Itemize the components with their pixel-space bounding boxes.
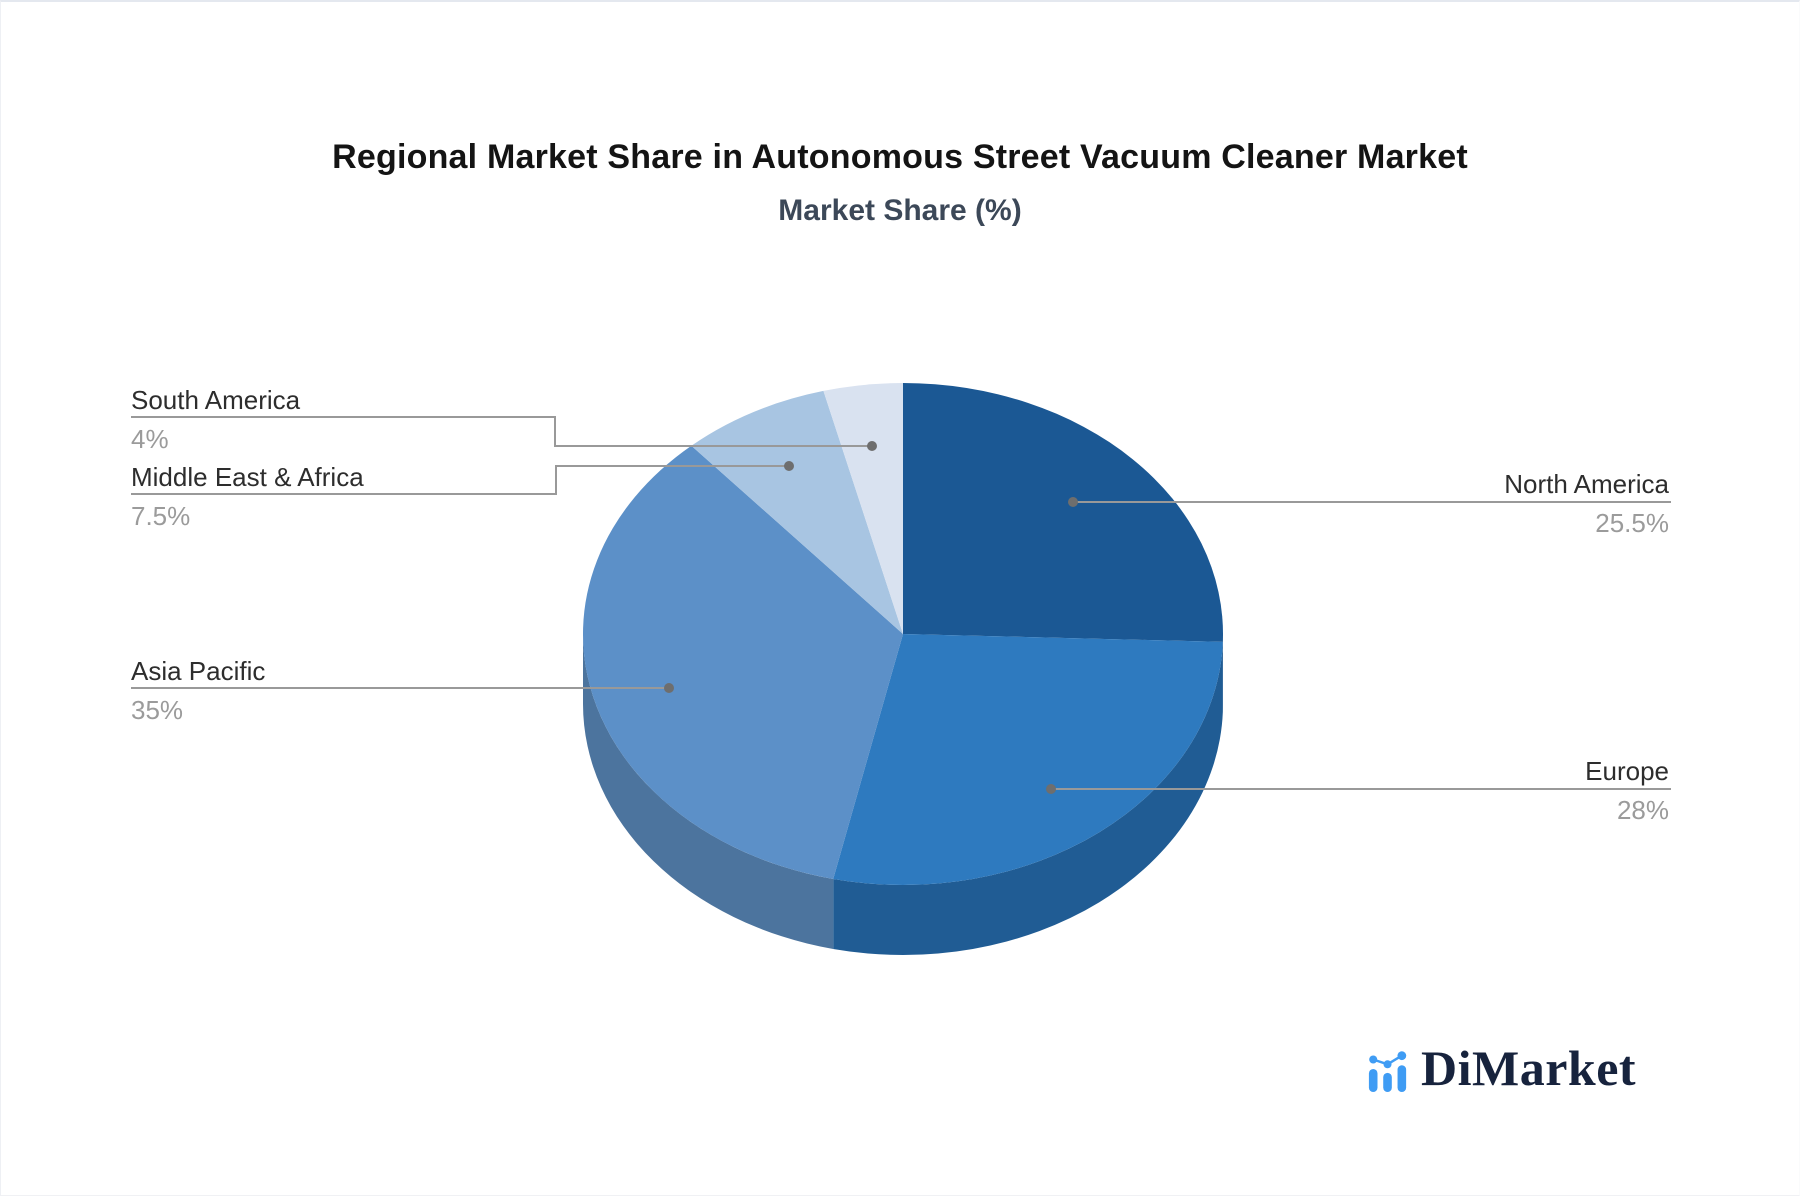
slice-label: South America (131, 385, 301, 415)
connector-line-middle-east-africa (131, 465, 789, 495)
connector-dot-north-america (1068, 497, 1078, 507)
slice-percent: 4% (131, 424, 169, 454)
callout-south-america: South America 4% (131, 385, 300, 455)
brand-logo: DiMarket (1367, 1042, 1636, 1094)
slice-label: Asia Pacific (131, 656, 266, 686)
slice-label: North America (1504, 469, 1669, 499)
bar-line-chart-icon (1368, 1051, 1407, 1092)
pie-side-asia-pacific (583, 634, 834, 949)
pie-slice-europe[interactable] (833, 634, 1223, 885)
callout-north-america: North America 25.5% (1504, 469, 1669, 539)
slice-percent: 28% (1616, 795, 1669, 825)
chart-title: Regional Market Share in Autonomous Stre… (332, 138, 1468, 176)
connector-line-south-america (131, 416, 872, 447)
slice-percent: 7.5% (131, 501, 191, 531)
slice-label: Europe (1585, 756, 1669, 786)
callout-asia-pacific: Asia Pacific 35% (131, 656, 265, 726)
slice-label: Middle East & Africa (131, 462, 364, 492)
callout-europe: Europe 28% (1585, 756, 1669, 826)
connector-dot-asia-pacific (664, 683, 674, 693)
pie-slice-middle-east-africa[interactable] (691, 390, 903, 634)
connector-dot-south-america (867, 441, 877, 451)
pie-slice-asia-pacific[interactable] (582, 445, 903, 879)
chart-subtitle: Market Share (%) (778, 194, 1022, 227)
brand-name: DiMarket (1421, 1040, 1637, 1096)
slice-percent: 25.5% (1595, 508, 1669, 538)
connector-dot-europe (1046, 784, 1056, 794)
connector-dot-middle-east-africa (784, 461, 794, 471)
pie-side-europe (833, 641, 1223, 955)
pie-slice-north-america[interactable] (903, 383, 1223, 642)
slice-percent: 35% (131, 695, 184, 725)
callout-middle-east-africa: Middle East & Africa 7.5% (131, 462, 364, 532)
